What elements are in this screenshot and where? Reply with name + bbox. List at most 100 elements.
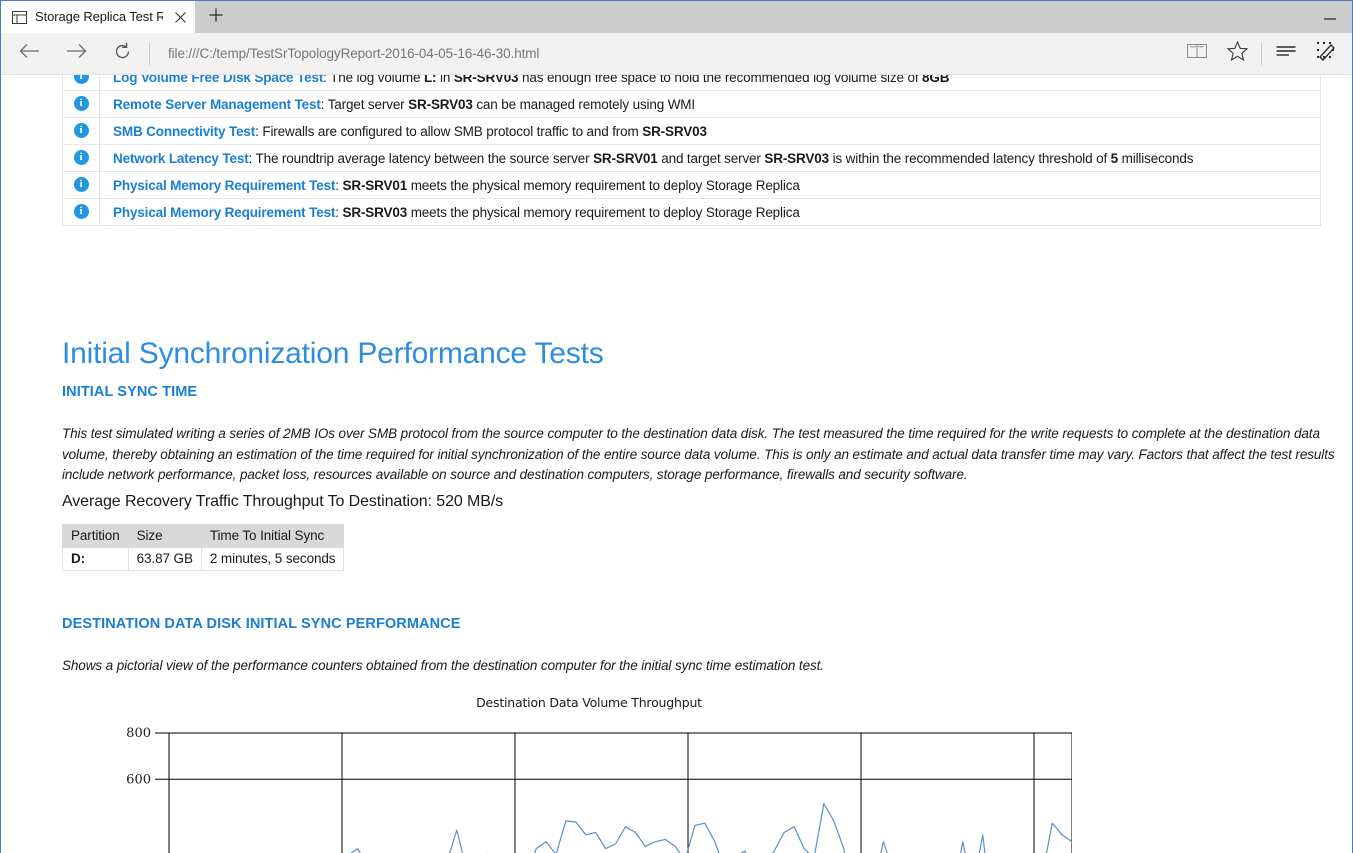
plus-icon: [209, 8, 223, 27]
test-result-text: Remote Server Management Test: Target se…: [99, 90, 1321, 118]
hub-button[interactable]: [1266, 34, 1306, 74]
pen-note-icon: [1316, 41, 1336, 66]
test-name[interactable]: Remote Server Management Test: [113, 96, 321, 112]
test-detail-bold: SR-SRV03: [408, 96, 473, 112]
test-results-table: i Log Volume Free Disk Space Test: The l…: [62, 75, 1321, 226]
page-content: i Log Volume Free Disk Space Test: The l…: [1, 75, 1352, 853]
test-detail-bold: SR-SRV03: [642, 123, 707, 139]
test-name[interactable]: Physical Memory Requirement Test: [113, 177, 336, 193]
destination-performance-description: Shows a pictorial view of the performanc…: [62, 658, 824, 673]
test-result-text: Log Volume Free Disk Space Test: The log…: [99, 75, 1321, 91]
titlebar-drag-area: [237, 1, 1307, 33]
chart-plot-area: 600 800: [62, 723, 1072, 853]
refresh-icon: [113, 42, 132, 66]
test-detail-after: meets the physical memory requirement to…: [407, 177, 800, 193]
info-icon: i: [73, 177, 89, 193]
forward-button[interactable]: [53, 34, 99, 74]
test-detail-2: has enough free space to hold the recomm…: [518, 75, 923, 85]
cell-partition: D:: [62, 547, 129, 571]
test-detail-bold-2: SR-SRV03: [764, 150, 829, 166]
subsection-initial-sync-time: INITIAL SYNC TIME: [62, 384, 198, 400]
star-icon: [1226, 40, 1248, 66]
navbar-right-actions: [1177, 34, 1346, 74]
y-axis-tick-label: 800: [126, 726, 151, 741]
table-row: i Physical Memory Requirement Test: SR-S…: [62, 198, 1321, 226]
web-note-button[interactable]: [1306, 34, 1346, 74]
minimize-icon: [1323, 7, 1336, 25]
test-detail-after: meets the physical memory requirement to…: [407, 204, 800, 220]
reading-view-button[interactable]: [1177, 34, 1217, 74]
test-detail-0: The log volume: [330, 75, 424, 85]
address-bar-url: file:///C:/temp/TestSrTopologyReport-201…: [168, 46, 540, 61]
info-icon-cell: i: [62, 144, 100, 172]
cell-time: 2 minutes, 5 seconds: [200, 547, 345, 571]
average-throughput-line: Average Recovery Traffic Throughput To D…: [62, 493, 504, 510]
book-icon: [1187, 43, 1207, 64]
info-icon-cell: i: [62, 117, 100, 145]
test-detail-after: milliseconds: [1118, 150, 1194, 166]
arrow-left-icon: [19, 43, 41, 64]
chart-series-line: [350, 802, 1072, 853]
test-detail-1: in: [436, 75, 454, 85]
back-button[interactable]: [7, 34, 53, 74]
test-name[interactable]: Network Latency Test: [113, 150, 249, 166]
info-icon: i: [73, 96, 89, 112]
table-row: i Physical Memory Requirement Test: SR-S…: [62, 171, 1321, 199]
info-icon: i: [73, 204, 89, 220]
hub-lines-icon: [1276, 44, 1296, 63]
test-detail-bold: SR-SRV01: [342, 177, 408, 193]
column-header-size: Size: [127, 524, 202, 548]
page-title: Initial Synchronization Performance Test…: [62, 337, 604, 370]
test-detail-before: The roundtrip average latency between th…: [255, 150, 594, 166]
test-name[interactable]: Physical Memory Requirement Test: [113, 204, 336, 220]
arrow-right-icon: [65, 43, 87, 64]
test-colon: :: [248, 150, 253, 166]
test-name[interactable]: Log Volume Free Disk Space Test: [113, 75, 324, 85]
address-bar[interactable]: file:///C:/temp/TestSrTopologyReport-201…: [158, 34, 1177, 74]
refresh-button[interactable]: [99, 34, 145, 74]
chart-title: Destination Data Volume Throughput: [476, 695, 702, 710]
test-name[interactable]: SMB Connectivity Test: [113, 123, 256, 139]
info-icon: i: [73, 150, 89, 166]
test-detail-before: Firewalls are configured to allow SMB pr…: [262, 123, 643, 139]
test-detail-after: can be managed remotely using WMI: [472, 96, 695, 112]
table-header-row: Partition Size Time To Initial Sync: [62, 524, 345, 548]
test-detail-mid: and target server: [657, 150, 765, 166]
browser-titlebar: Storage Replica Test Rep: [1, 1, 1352, 33]
test-detail-bold-1: SR-SRV03: [453, 75, 519, 85]
favorites-button[interactable]: [1217, 34, 1257, 74]
navbar-divider-2: [1261, 42, 1262, 65]
test-detail-bold-0: L:: [423, 75, 437, 85]
test-detail-bold-1: SR-SRV01: [593, 150, 658, 166]
new-tab-button[interactable]: [195, 1, 237, 33]
column-header-time-to-initial-sync: Time To Initial Sync: [200, 524, 345, 548]
navbar-divider: [149, 42, 150, 65]
test-result-text: SMB Connectivity Test: Firewalls are con…: [99, 117, 1321, 145]
test-colon: :: [335, 177, 339, 193]
initial-sync-table: Partition Size Time To Initial Sync D: 6…: [62, 524, 345, 571]
column-header-partition: Partition: [62, 524, 129, 548]
test-colon: :: [323, 75, 327, 85]
cell-size: 63.87 GB: [127, 547, 202, 571]
browser-tab[interactable]: Storage Replica Test Rep: [1, 1, 195, 33]
close-icon[interactable]: [171, 8, 189, 26]
info-icon: i: [73, 75, 89, 85]
test-detail-bold-3: 5: [1110, 150, 1119, 166]
minimize-button[interactable]: [1307, 1, 1352, 31]
throughput-chart: Destination Data Volume Throughput 600 80…: [62, 695, 1072, 853]
table-row: i Log Volume Free Disk Space Test: The l…: [62, 75, 1321, 91]
test-detail-mid-2: is within the recommended latency thresh…: [828, 150, 1111, 166]
subsection-destination-disk-performance: DESTINATION DATA DISK INITIAL SYNC PERFO…: [62, 616, 461, 632]
table-row: i SMB Connectivity Test: Firewalls are c…: [62, 117, 1321, 145]
test-result-text: Physical Memory Requirement Test: SR-SRV…: [99, 198, 1321, 226]
window-icon: [11, 9, 27, 25]
initial-sync-description: This test simulated writing a series of …: [62, 426, 1335, 482]
table-row: D: 63.87 GB 2 minutes, 5 seconds: [62, 547, 345, 571]
info-icon: i: [73, 123, 89, 139]
test-colon: :: [255, 123, 259, 139]
table-row: i Network Latency Test: The roundtrip av…: [62, 144, 1321, 172]
info-icon-cell: i: [62, 198, 100, 226]
chart-canvas: 600 800: [126, 726, 1072, 853]
window-controls: [1307, 1, 1352, 33]
